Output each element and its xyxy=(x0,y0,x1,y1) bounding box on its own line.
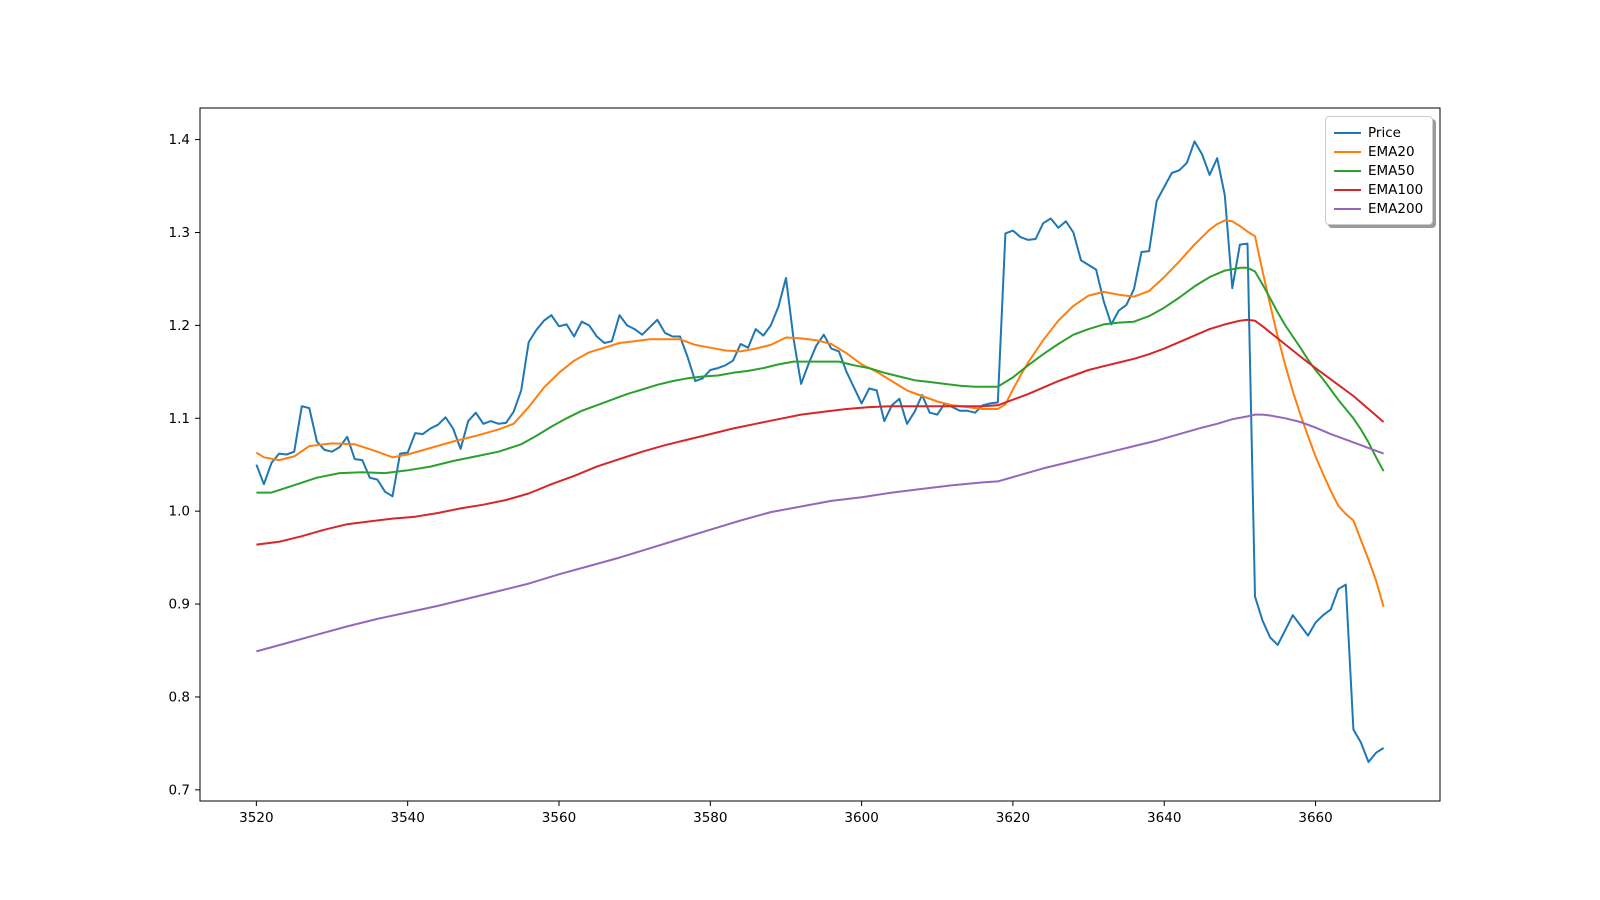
y-tick-label: 1.3 xyxy=(169,225,190,241)
y-tick-label: 0.9 xyxy=(169,597,190,613)
series-line-ema100 xyxy=(256,318,1385,546)
legend-item-ema20: EMA20 xyxy=(1334,142,1424,161)
x-tick-label: 3640 xyxy=(1147,810,1181,826)
series-line-price xyxy=(255,140,1385,763)
y-tick-label: 0.7 xyxy=(169,782,190,798)
x-tick-label: 3600 xyxy=(844,810,878,826)
legend-label-ema50: EMA50 xyxy=(1368,162,1415,179)
series-line-ema20 xyxy=(255,219,1385,608)
y-tick-label: 0.8 xyxy=(169,689,190,705)
x-tick-label: 3520 xyxy=(239,810,273,826)
y-tick-label: 1.1 xyxy=(169,411,190,427)
y-tick-label: 1.4 xyxy=(169,132,190,148)
legend-label-ema200: EMA200 xyxy=(1368,200,1424,217)
series-line-ema200 xyxy=(256,413,1384,653)
x-tick-label: 3580 xyxy=(693,810,727,826)
legend-item-ema50: EMA50 xyxy=(1334,161,1424,180)
legend-label-ema20: EMA20 xyxy=(1368,143,1415,160)
legend-item-ema100: EMA100 xyxy=(1334,180,1424,199)
x-tick-label: 3560 xyxy=(542,810,576,826)
series-line-ema50 xyxy=(256,266,1385,494)
legend-label-ema100: EMA100 xyxy=(1368,181,1424,198)
legend-line-sample-ema100 xyxy=(1334,188,1361,191)
legend-item-price: Price xyxy=(1334,123,1424,142)
legend-line-sample-ema50 xyxy=(1334,169,1361,172)
x-tick-label: 3540 xyxy=(390,810,424,826)
plot-frame xyxy=(199,107,1441,802)
legend-line-sample-ema200 xyxy=(1334,207,1361,210)
x-tick-label: 3620 xyxy=(996,810,1030,826)
y-tick-label: 1.2 xyxy=(169,318,190,334)
legend-line-sample-price xyxy=(1334,131,1361,134)
legend-label-price: Price xyxy=(1368,124,1401,141)
legend-line-sample-ema20 xyxy=(1334,150,1361,153)
x-tick-label: 3660 xyxy=(1298,810,1332,826)
legend-item-ema200: EMA200 xyxy=(1334,199,1424,218)
legend: Price EMA20 EMA50 EMA100 EMA200 xyxy=(1325,116,1433,225)
y-tick-label: 1.0 xyxy=(169,504,190,520)
